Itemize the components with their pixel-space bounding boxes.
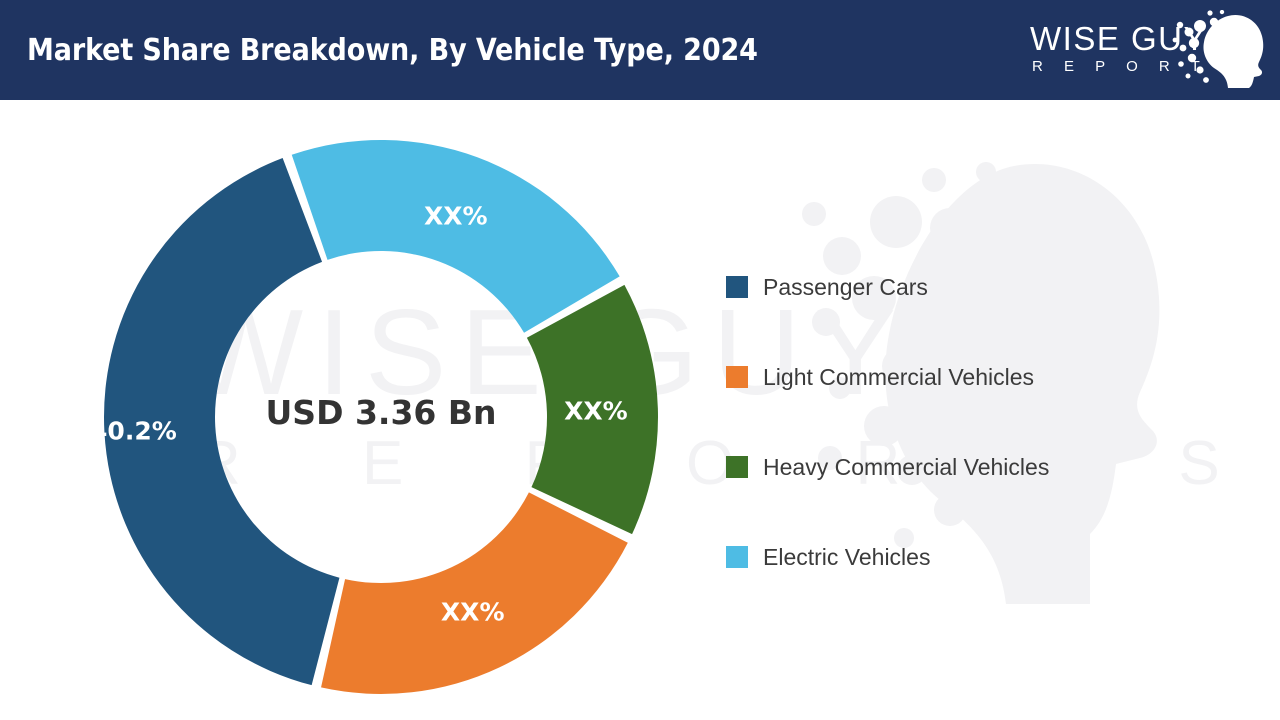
chart-body: WISE GUY R E P O R T S [0, 100, 1280, 720]
dotted-head-silhouette-icon [1172, 10, 1264, 88]
legend-item-label: Electric Vehicles [763, 543, 931, 570]
donut-center-value: USD 3.36 Bn [265, 393, 497, 432]
legend-item[interactable]: Electric Vehicles [726, 512, 1206, 602]
donut-chart: 40.2% XX% XX% XX% USD 3.36 Bn [0, 100, 760, 720]
legend-item-label: Passenger Cars [763, 273, 928, 300]
page-title: Market Share Breakdown, By Vehicle Type,… [27, 33, 758, 68]
legend-item[interactable]: Light Commercial Vehicles [726, 332, 1206, 422]
donut-slice[interactable] [103, 158, 340, 686]
brand-logo: WISE GUY R E P O R T S [1022, 8, 1272, 92]
donut-slice[interactable] [291, 140, 620, 333]
donut-slice-label: 40.2% [90, 417, 177, 446]
donut-slice-label: XX% [564, 396, 628, 425]
donut-slice-label-group: 40.2% XX% XX% XX% [90, 201, 628, 626]
legend-color-swatch [726, 276, 748, 298]
chart-legend: Passenger Cars Light Commercial Vehicles H… [726, 242, 1206, 602]
legend-item[interactable]: Passenger Cars [726, 242, 1206, 332]
legend-item-label: Heavy Commercial Vehicles [763, 453, 1050, 480]
legend-item[interactable]: Heavy Commercial Vehicles [726, 422, 1206, 512]
legend-color-swatch [726, 546, 748, 568]
legend-color-swatch [726, 366, 748, 388]
donut-chart-svg: 40.2% XX% XX% XX% [90, 140, 658, 694]
legend-color-swatch [726, 456, 748, 478]
donut-slice-label: XX% [441, 598, 505, 627]
donut-slice[interactable] [526, 284, 658, 535]
donut-slice[interactable] [321, 492, 628, 694]
donut-slice-label: XX% [424, 201, 488, 230]
header-bar: Market Share Breakdown, By Vehicle Type,… [0, 0, 1280, 100]
legend-item-label: Light Commercial Vehicles [763, 363, 1035, 390]
donut-slice-group [103, 140, 658, 694]
